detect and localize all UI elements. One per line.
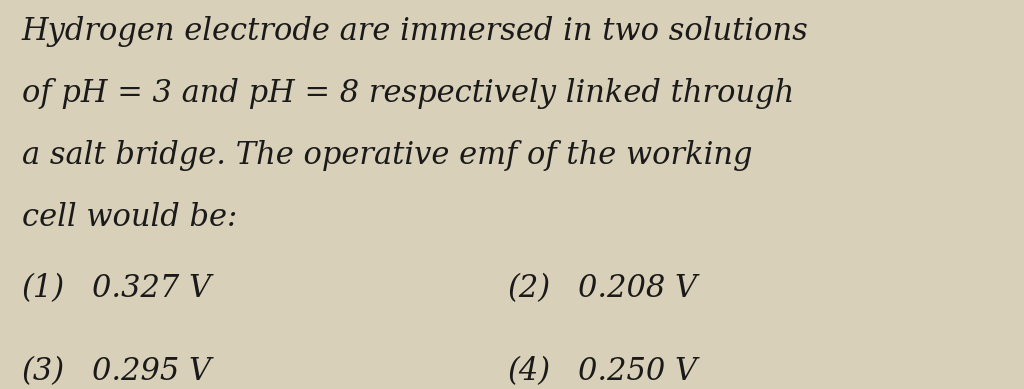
Text: (1): (1) — [22, 273, 65, 304]
Text: 0.250 V: 0.250 V — [579, 356, 697, 387]
Text: 0.208 V: 0.208 V — [579, 273, 697, 304]
Text: Hydrogen electrode are immersed in two solutions: Hydrogen electrode are immersed in two s… — [22, 16, 808, 47]
Text: (4): (4) — [508, 356, 551, 387]
Text: a salt bridge. The operative emf of the working: a salt bridge. The operative emf of the … — [22, 140, 753, 171]
Text: 0.295 V: 0.295 V — [92, 356, 212, 387]
Text: (2): (2) — [508, 273, 551, 304]
Text: (3): (3) — [22, 356, 65, 387]
Text: of pH = 3 and pH = 8 respectively linked through: of pH = 3 and pH = 8 respectively linked… — [22, 78, 794, 109]
Text: 0.327 V: 0.327 V — [92, 273, 212, 304]
Text: cell would be:: cell would be: — [22, 202, 237, 233]
